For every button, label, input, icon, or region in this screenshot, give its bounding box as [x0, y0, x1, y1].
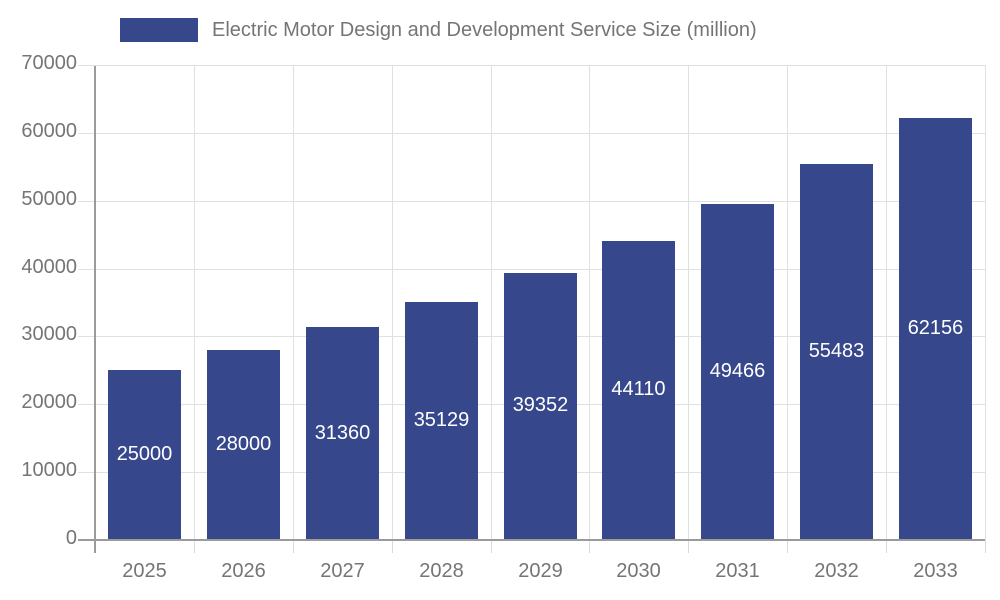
bar [108, 370, 181, 540]
x-axis-tick [293, 540, 294, 553]
bar-value-label: 62156 [907, 317, 964, 339]
y-axis-tick [78, 65, 95, 66]
bar-value-label: 31360 [314, 422, 371, 444]
gridline [589, 65, 590, 540]
y-axis-tick [78, 336, 95, 337]
x-axis-tick [985, 540, 986, 553]
y-axis-tick [78, 269, 95, 270]
y-axis-label: 50000 [21, 188, 77, 210]
gridline [293, 65, 294, 540]
x-axis-tick [194, 540, 195, 553]
x-axis-label: 2029 [518, 560, 563, 582]
gridline [95, 65, 985, 66]
bar [701, 204, 774, 540]
bar [602, 241, 675, 540]
gridline [688, 65, 689, 540]
gridline [194, 65, 195, 540]
chart-title: Electric Motor Design and Development Se… [212, 18, 757, 41]
x-axis-tick [688, 540, 689, 553]
y-axis-label: 60000 [21, 120, 77, 142]
y-axis-label: 10000 [21, 459, 77, 481]
x-axis-tick [886, 540, 887, 553]
y-axis-tick [78, 472, 95, 473]
y-axis-label: 0 [65, 527, 77, 549]
bar [800, 164, 873, 540]
gridline [787, 65, 788, 540]
gridline [985, 65, 986, 540]
legend-item[interactable]: Electric Motor Design and Development Se… [120, 18, 757, 42]
y-axis-label: 70000 [21, 52, 77, 74]
bar [207, 350, 280, 540]
bar-value-label: 49466 [709, 360, 766, 382]
x-axis-label: 2033 [913, 560, 958, 582]
x-axis-label: 2031 [715, 560, 760, 582]
bar-value-label: 39352 [512, 394, 569, 416]
x-axis-label: 2027 [320, 560, 365, 582]
x-axis-label: 2025 [122, 560, 167, 582]
y-axis-label: 40000 [21, 256, 77, 278]
y-axis-tick [78, 404, 95, 405]
bar-value-label: 44110 [611, 378, 666, 400]
bar-value-label: 55483 [808, 340, 865, 362]
bar-value-label: 35129 [413, 409, 470, 431]
x-axis-label: 2030 [616, 560, 661, 582]
gridline [95, 133, 985, 134]
gridline [95, 201, 985, 202]
x-axis-tick [392, 540, 393, 553]
x-axis-tick [589, 540, 590, 553]
y-axis-label: 20000 [21, 391, 77, 413]
gridline [392, 65, 393, 540]
bar [306, 327, 379, 540]
y-axis-tick [78, 133, 95, 134]
bar [504, 273, 577, 540]
bar-value-label: 25000 [116, 443, 173, 465]
bar [899, 118, 972, 540]
gridline [95, 269, 985, 270]
x-axis-label: 2028 [419, 560, 464, 582]
legend-swatch [120, 18, 198, 42]
x-axis-line [78, 539, 985, 541]
y-axis-line [94, 66, 96, 553]
x-axis-label: 2026 [221, 560, 266, 582]
bar [405, 302, 478, 540]
y-axis-tick [78, 201, 95, 202]
bar-value-label: 28000 [215, 433, 272, 455]
x-axis-tick [491, 540, 492, 553]
gridline [886, 65, 887, 540]
x-axis-tick [787, 540, 788, 553]
y-axis-label: 30000 [21, 323, 77, 345]
x-axis-label: 2032 [814, 560, 859, 582]
gridline [491, 65, 492, 540]
